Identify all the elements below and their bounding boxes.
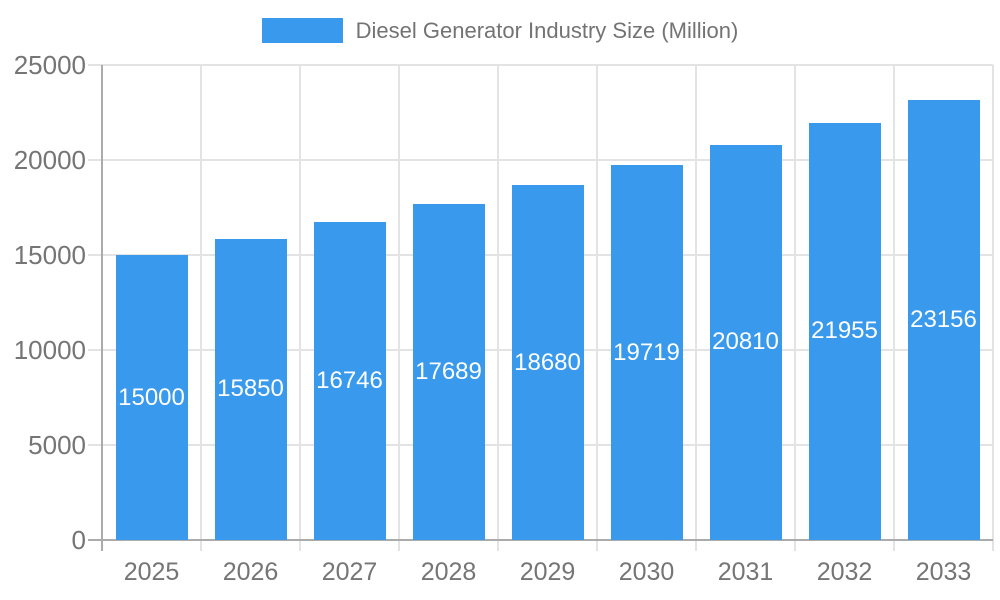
bar[interactable]: [412, 203, 485, 540]
y-axis-tick-label: 10000: [13, 335, 86, 365]
y-axis-tick-label: 25000: [13, 50, 86, 80]
legend-label: Diesel Generator Industry Size (Million): [355, 18, 739, 43]
bar[interactable]: [610, 165, 683, 540]
y-axis-line: [101, 65, 103, 551]
y-axis-tick-label: 15000: [13, 240, 86, 270]
bar[interactable]: [214, 238, 287, 540]
bar-value-label: 21955: [811, 317, 878, 345]
bar-value-label: 15000: [118, 383, 185, 411]
x-gridline: [794, 65, 796, 551]
y-axis-tick-label: 0: [71, 525, 86, 555]
bar[interactable]: [709, 144, 782, 540]
x-gridline: [596, 65, 598, 551]
x-axis-tick-label: 2030: [618, 558, 675, 586]
legend[interactable]: Diesel Generator Industry Size (Million): [0, 18, 1000, 43]
x-gridline: [200, 65, 202, 551]
x-gridline: [398, 65, 400, 551]
bar[interactable]: [808, 122, 881, 540]
x-gridline: [695, 65, 697, 551]
bar-value-label: 20810: [712, 328, 779, 356]
bar[interactable]: [115, 255, 188, 540]
x-axis-tick-label: 2031: [717, 558, 774, 586]
x-axis-line: [88, 539, 993, 541]
x-axis-tick-label: 2029: [519, 558, 576, 586]
x-gridline: [497, 65, 499, 551]
bar-value-label: 15850: [217, 375, 284, 403]
bar[interactable]: [313, 221, 386, 540]
x-axis-tick-label: 2027: [321, 558, 378, 586]
bar[interactable]: [907, 100, 980, 540]
bar-value-label: 16746: [316, 366, 383, 394]
bar-value-label: 19719: [613, 338, 680, 366]
bar-value-label: 18680: [514, 348, 581, 376]
y-gridline: [88, 64, 993, 66]
x-gridline: [992, 65, 994, 551]
y-axis-tick-label: 20000: [13, 145, 86, 175]
x-axis-tick-label: 2026: [222, 558, 279, 586]
bar-value-label: 23156: [910, 306, 977, 334]
x-axis-tick-label: 2025: [123, 558, 180, 586]
legend-swatch: [261, 18, 343, 43]
bar-value-label: 17689: [415, 357, 482, 385]
x-axis-tick-label: 2028: [420, 558, 477, 586]
y-gridline: [88, 159, 993, 161]
bar[interactable]: [511, 185, 584, 540]
x-axis-tick-label: 2033: [915, 558, 972, 586]
x-axis-tick-label: 2032: [816, 558, 873, 586]
x-gridline: [893, 65, 895, 551]
y-axis-tick-label: 5000: [28, 430, 86, 460]
x-gridline: [299, 65, 301, 551]
